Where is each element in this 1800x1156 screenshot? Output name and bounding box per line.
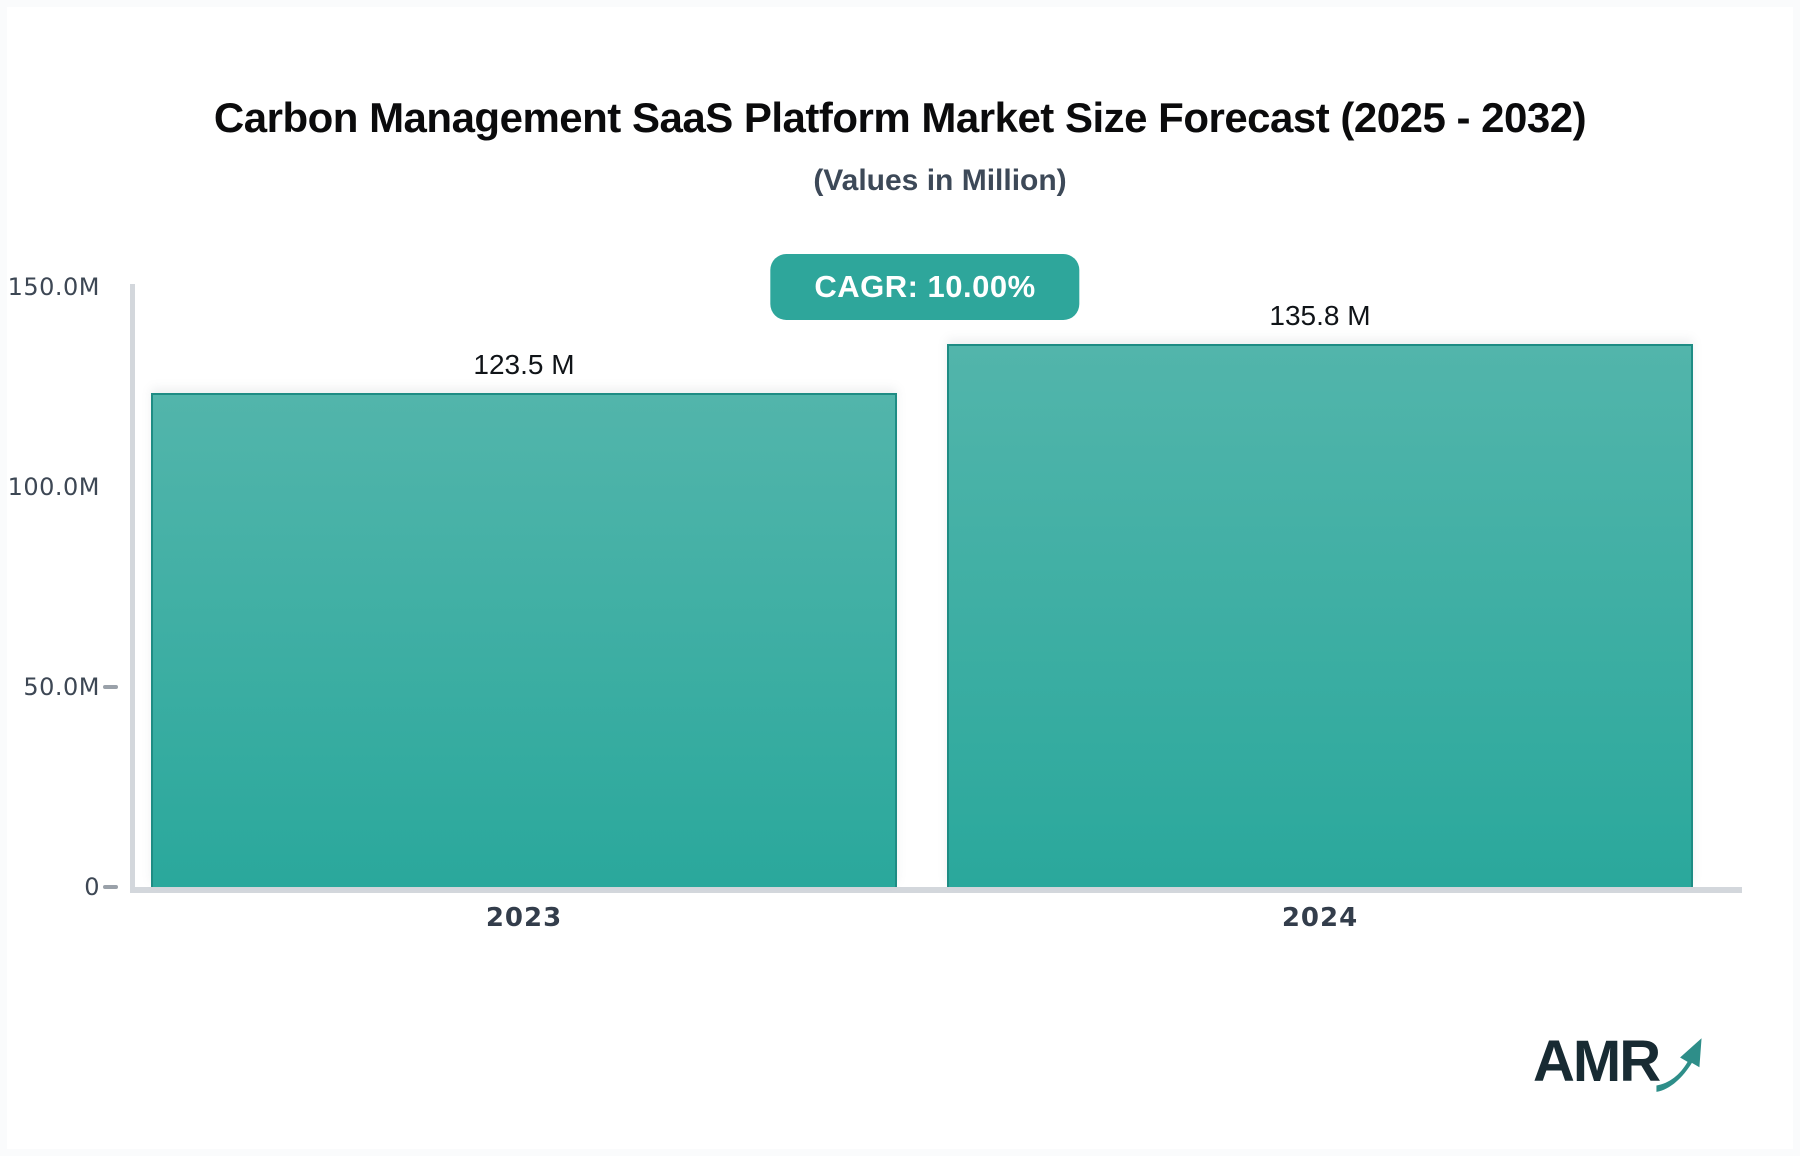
y-axis-line (130, 284, 135, 893)
x-axis-line (130, 887, 1742, 893)
bar-value-label-2023: 123.5 M (473, 349, 575, 380)
chart-subtitle: (Values in Million) (813, 164, 1067, 197)
y-tick-mark-50m (103, 685, 118, 689)
y-tick-mark-0 (103, 885, 118, 889)
bar-2024[interactable]: 135.8 M (947, 300, 1693, 887)
x-axis-label-2024: 2024 (1281, 903, 1359, 933)
y-tick-label-50m: 50.0M (23, 673, 100, 701)
y-tick-label-100m: 100.0M (7, 473, 100, 501)
cagr-badge: CAGR: 10.00% (770, 254, 1080, 320)
chart-title: Carbon Management SaaS Platform Market S… (213, 94, 1587, 141)
bar-2023[interactable]: 123.5 M (151, 349, 897, 887)
amr-logo: AMR (1533, 1030, 1743, 1110)
x-axis-label-2023: 2023 (485, 903, 563, 933)
amr-logo-arrow-icon (1656, 1038, 1702, 1092)
amr-logo-text: AMR (1533, 1029, 1661, 1094)
y-tick-label-150m: 150.0M (7, 273, 100, 301)
y-tick-label-0: 0 (84, 873, 100, 901)
bar-value-label-2024: 135.8 M (1269, 300, 1371, 331)
